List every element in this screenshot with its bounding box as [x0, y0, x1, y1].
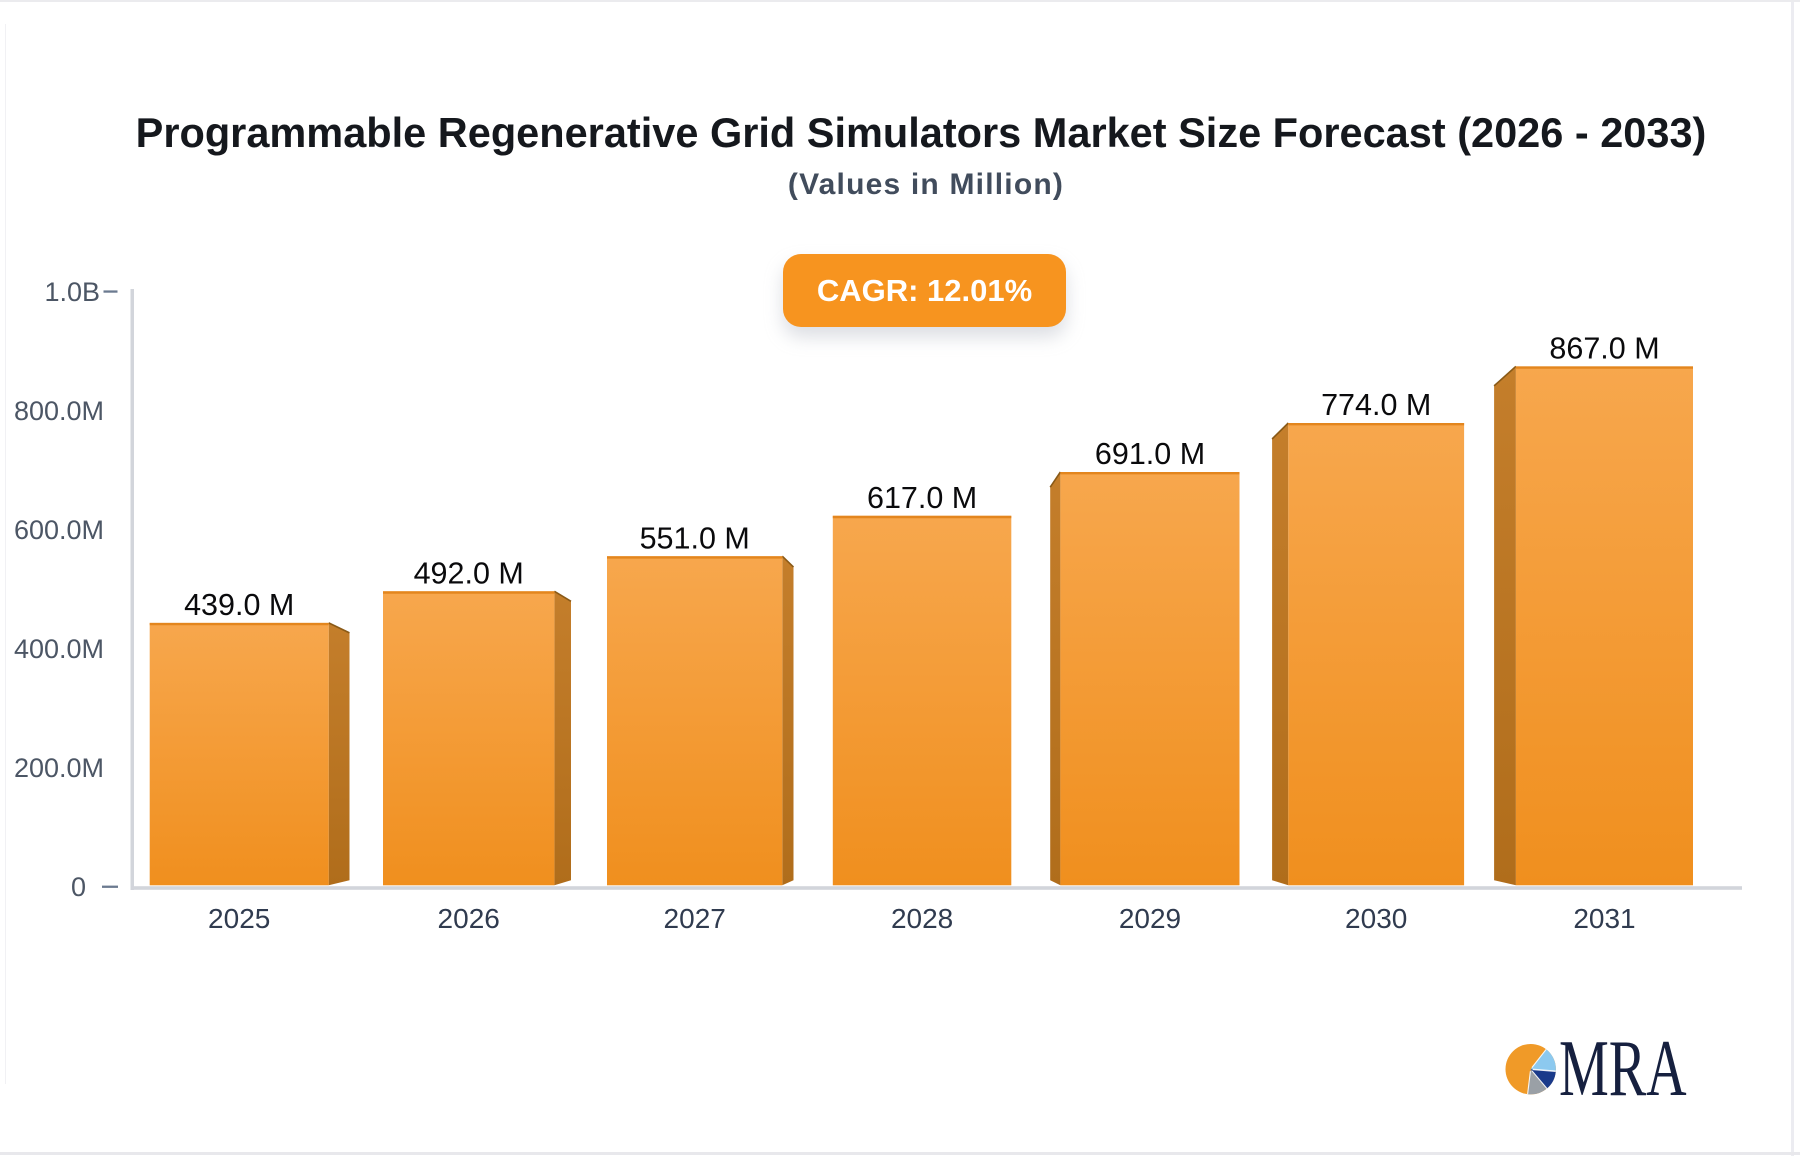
svg-text:439.0 M: 439.0 M [184, 588, 294, 622]
svg-text:600.0M: 600.0M [14, 515, 104, 545]
svg-text:2026: 2026 [438, 903, 500, 934]
svg-text:551.0 M: 551.0 M [640, 521, 750, 555]
svg-text:492.0 M: 492.0 M [414, 556, 524, 590]
svg-text:800.0M: 800.0M [14, 396, 104, 426]
svg-text:200.0M: 200.0M [14, 753, 104, 783]
svg-text:1.0B: 1.0B [44, 277, 100, 307]
svg-text:400.0M: 400.0M [14, 634, 104, 664]
svg-text:2029: 2029 [1119, 903, 1181, 934]
svg-text:2025: 2025 [208, 903, 270, 934]
svg-text:774.0 M: 774.0 M [1321, 388, 1431, 422]
svg-text:617.0 M: 617.0 M [867, 481, 977, 515]
svg-text:691.0 M: 691.0 M [1095, 437, 1205, 471]
svg-text:2030: 2030 [1345, 903, 1407, 934]
svg-text:0: 0 [71, 872, 86, 902]
svg-text:2028: 2028 [891, 903, 953, 934]
svg-text:867.0 M: 867.0 M [1549, 332, 1659, 366]
svg-text:2027: 2027 [664, 903, 726, 934]
svg-text:2031: 2031 [1573, 903, 1635, 934]
